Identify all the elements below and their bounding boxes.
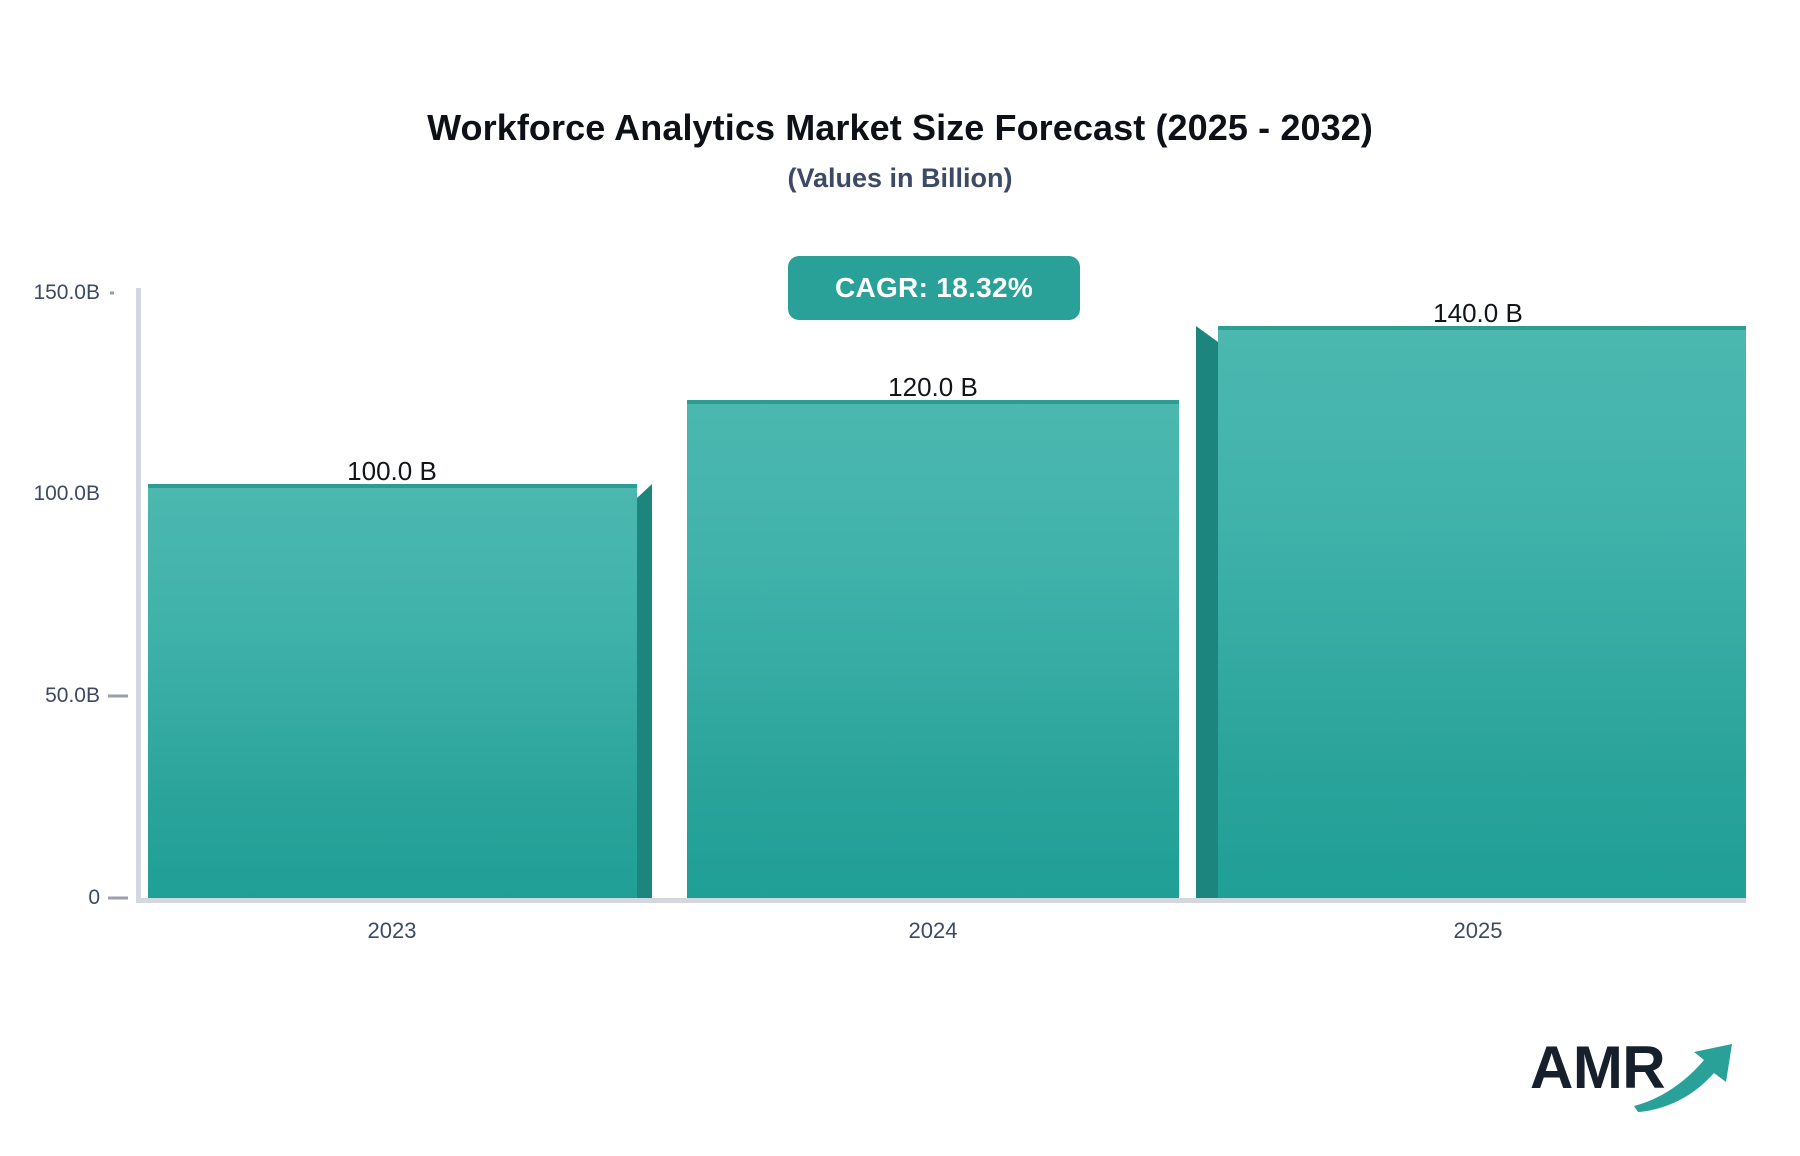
cagr-badge: CAGR: 18.32% bbox=[788, 256, 1080, 320]
bar-value-2025: 140.0 B bbox=[1433, 298, 1523, 328]
cagr-badge-label: CAGR: 18.32% bbox=[834, 272, 1034, 303]
bar-3d-bevel-2023 bbox=[637, 484, 652, 498]
amr-logo-text: AMR bbox=[1530, 1034, 1666, 1101]
y-tick-label-150: 150.0B bbox=[33, 281, 100, 304]
y-tick-label-50: 50.0B bbox=[45, 684, 100, 707]
bar-2024 bbox=[687, 400, 1179, 898]
growth-arrow-icon bbox=[1634, 1044, 1732, 1112]
x-tick-label-2025: 2025 bbox=[1453, 918, 1503, 943]
y-tick-mark-50 bbox=[108, 694, 128, 698]
chart-subtitle: (Values in Billion) bbox=[787, 162, 1013, 193]
y-tick-mark-0 bbox=[108, 896, 128, 900]
y-tick-label-0: 0 bbox=[88, 886, 100, 909]
x-tick-label-2024: 2024 bbox=[908, 918, 958, 943]
bar-2025 bbox=[1218, 326, 1490, 898]
x-tick-label-2023: 2023 bbox=[367, 918, 417, 943]
bar-3d-bevel-2025 bbox=[1196, 326, 1218, 342]
bar-value-2023: 100.0 B bbox=[347, 456, 437, 486]
title-block: Workforce Analytics Market Size Forecast… bbox=[0, 108, 1800, 193]
bar-2025-ext bbox=[1490, 326, 1746, 898]
bar-3d-side-2025 bbox=[1196, 342, 1218, 898]
x-axis-line bbox=[136, 898, 1746, 903]
chart-title: Workforce Analytics Market Size Forecast… bbox=[427, 107, 1373, 148]
amr-logo: AMR bbox=[1530, 1032, 1740, 1116]
y-tick-mark-150 bbox=[110, 291, 114, 295]
bar-3d-side-2023 bbox=[637, 498, 652, 898]
bar-2023 bbox=[148, 484, 637, 898]
y-tick-label-100: 100.0B bbox=[33, 482, 100, 505]
y-axis-line bbox=[136, 288, 141, 902]
bar-value-2024: 120.0 B bbox=[888, 372, 978, 402]
